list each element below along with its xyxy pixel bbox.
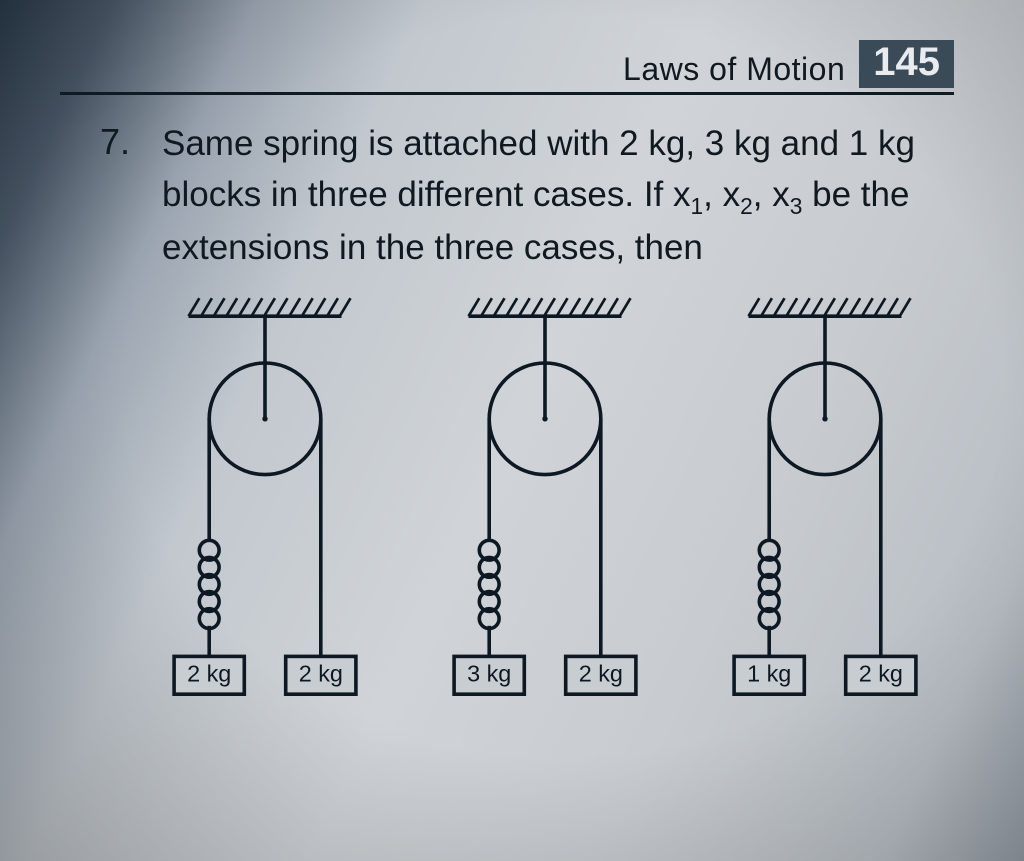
pulley-case-1: 2 kg 2 kg	[130, 291, 400, 768]
question-text: Same spring is attached with 2 kg, 3 kg …	[162, 119, 964, 273]
pulley-diagram: 1 kg 2 kg	[690, 291, 960, 768]
svg-text:2 kg: 2 kg	[187, 661, 231, 687]
chapter-title: Laws of Motion	[623, 51, 845, 88]
mass-right: 2 kg	[846, 657, 916, 695]
svg-text:1 kg: 1 kg	[747, 661, 791, 687]
svg-text:3 kg: 3 kg	[467, 661, 511, 687]
mass-left: 2 kg	[174, 657, 244, 695]
page-header: Laws of Motion 145	[60, 40, 954, 95]
pulley-case-2: 3 kg 2 kg	[410, 291, 680, 768]
page-content: Laws of Motion 145 7. Same spring is att…	[0, 0, 1024, 861]
svg-text:2 kg: 2 kg	[579, 661, 623, 687]
diagram-row: 2 kg 2 kg 3 kg 2 kg 1 kg 2 kg	[100, 291, 964, 768]
mass-left: 3 kg	[454, 657, 524, 695]
svg-text:2 kg: 2 kg	[859, 661, 903, 687]
pulley-diagram: 3 kg 2 kg	[410, 291, 680, 768]
question-number: 7.	[100, 119, 140, 163]
question-block: 7. Same spring is attached with 2 kg, 3 …	[100, 119, 964, 273]
mass-right: 2 kg	[286, 657, 356, 695]
pulley-diagram: 2 kg 2 kg	[130, 291, 400, 768]
mass-left: 1 kg	[734, 657, 804, 695]
page-number: 145	[859, 40, 954, 88]
mass-right: 2 kg	[566, 657, 636, 695]
pulley-case-3: 1 kg 2 kg	[690, 291, 960, 768]
svg-text:2 kg: 2 kg	[299, 661, 343, 687]
